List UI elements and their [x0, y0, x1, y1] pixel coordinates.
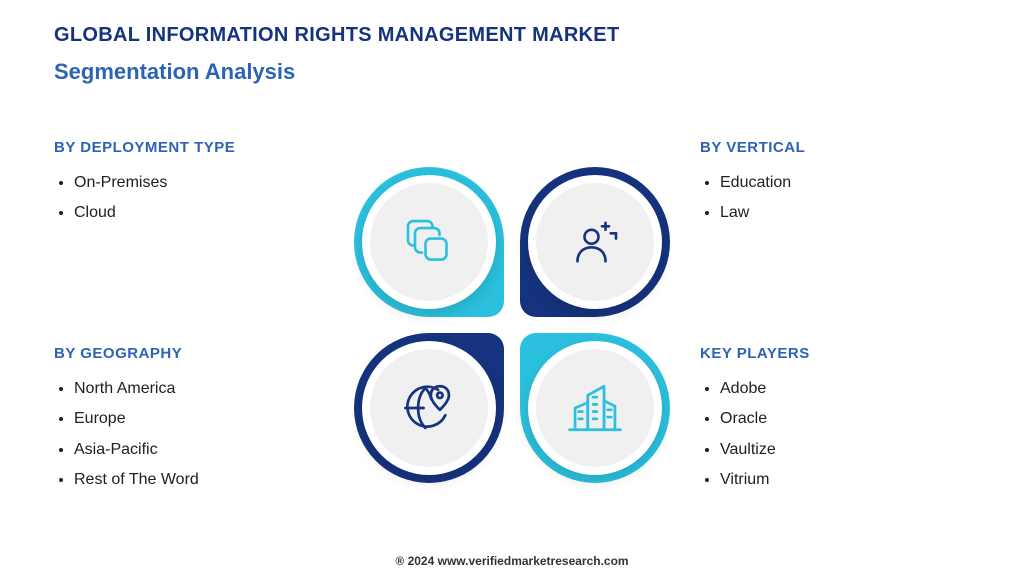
petal-geography [354, 333, 504, 483]
list-keyplayers: Adobe Oracle Vaultize Vitrium [700, 374, 970, 496]
petal-face [536, 183, 654, 301]
column-vertical: BY VERTICAL Education Law [700, 139, 970, 229]
heading-geography: BY GEOGRAPHY [54, 345, 324, 362]
person-icon [567, 214, 623, 270]
list-item: North America [74, 374, 324, 404]
petal-face [536, 349, 654, 467]
list-item: Law [720, 198, 970, 228]
list-item: Rest of The Word [74, 465, 324, 495]
list-item: Adobe [720, 374, 970, 404]
heading-keyplayers: KEY PLAYERS [700, 345, 970, 362]
page-title: GLOBAL INFORMATION RIGHTS MANAGEMENT MAR… [54, 24, 970, 47]
petal-keyplayers [520, 333, 670, 483]
buildings-icon [566, 379, 624, 437]
content-area: BY DEPLOYMENT TYPE On-Premises Cloud BY … [54, 95, 970, 555]
footer-credit: ® 2024 www.verifiedmarketresearch.com [0, 554, 1024, 568]
list-item: Education [720, 168, 970, 198]
petal-face [370, 349, 488, 467]
list-item: Vitrium [720, 465, 970, 495]
heading-deployment: BY DEPLOYMENT TYPE [54, 139, 324, 156]
petal-deployment [354, 167, 504, 317]
globe-pin-icon [400, 379, 458, 437]
list-item: Europe [74, 404, 324, 434]
list-deployment: On-Premises Cloud [54, 168, 324, 229]
heading-vertical: BY VERTICAL [700, 139, 970, 156]
list-item: Asia-Pacific [74, 435, 324, 465]
list-item: Cloud [74, 198, 324, 228]
petal-face [370, 183, 488, 301]
column-keyplayers: KEY PLAYERS Adobe Oracle Vaultize Vitriu… [700, 345, 970, 496]
stack-layers-icon [401, 214, 457, 270]
column-deployment: BY DEPLOYMENT TYPE On-Premises Cloud [54, 139, 324, 229]
list-item: Vaultize [720, 435, 970, 465]
list-item: On-Premises [74, 168, 324, 198]
page-root: GLOBAL INFORMATION RIGHTS MANAGEMENT MAR… [0, 0, 1024, 576]
list-geography: North America Europe Asia-Pacific Rest o… [54, 374, 324, 496]
list-item: Oracle [720, 404, 970, 434]
page-subtitle: Segmentation Analysis [54, 59, 970, 85]
column-geography: BY GEOGRAPHY North America Europe Asia-P… [54, 345, 324, 496]
petal-vertical [520, 167, 670, 317]
list-vertical: Education Law [700, 168, 970, 229]
